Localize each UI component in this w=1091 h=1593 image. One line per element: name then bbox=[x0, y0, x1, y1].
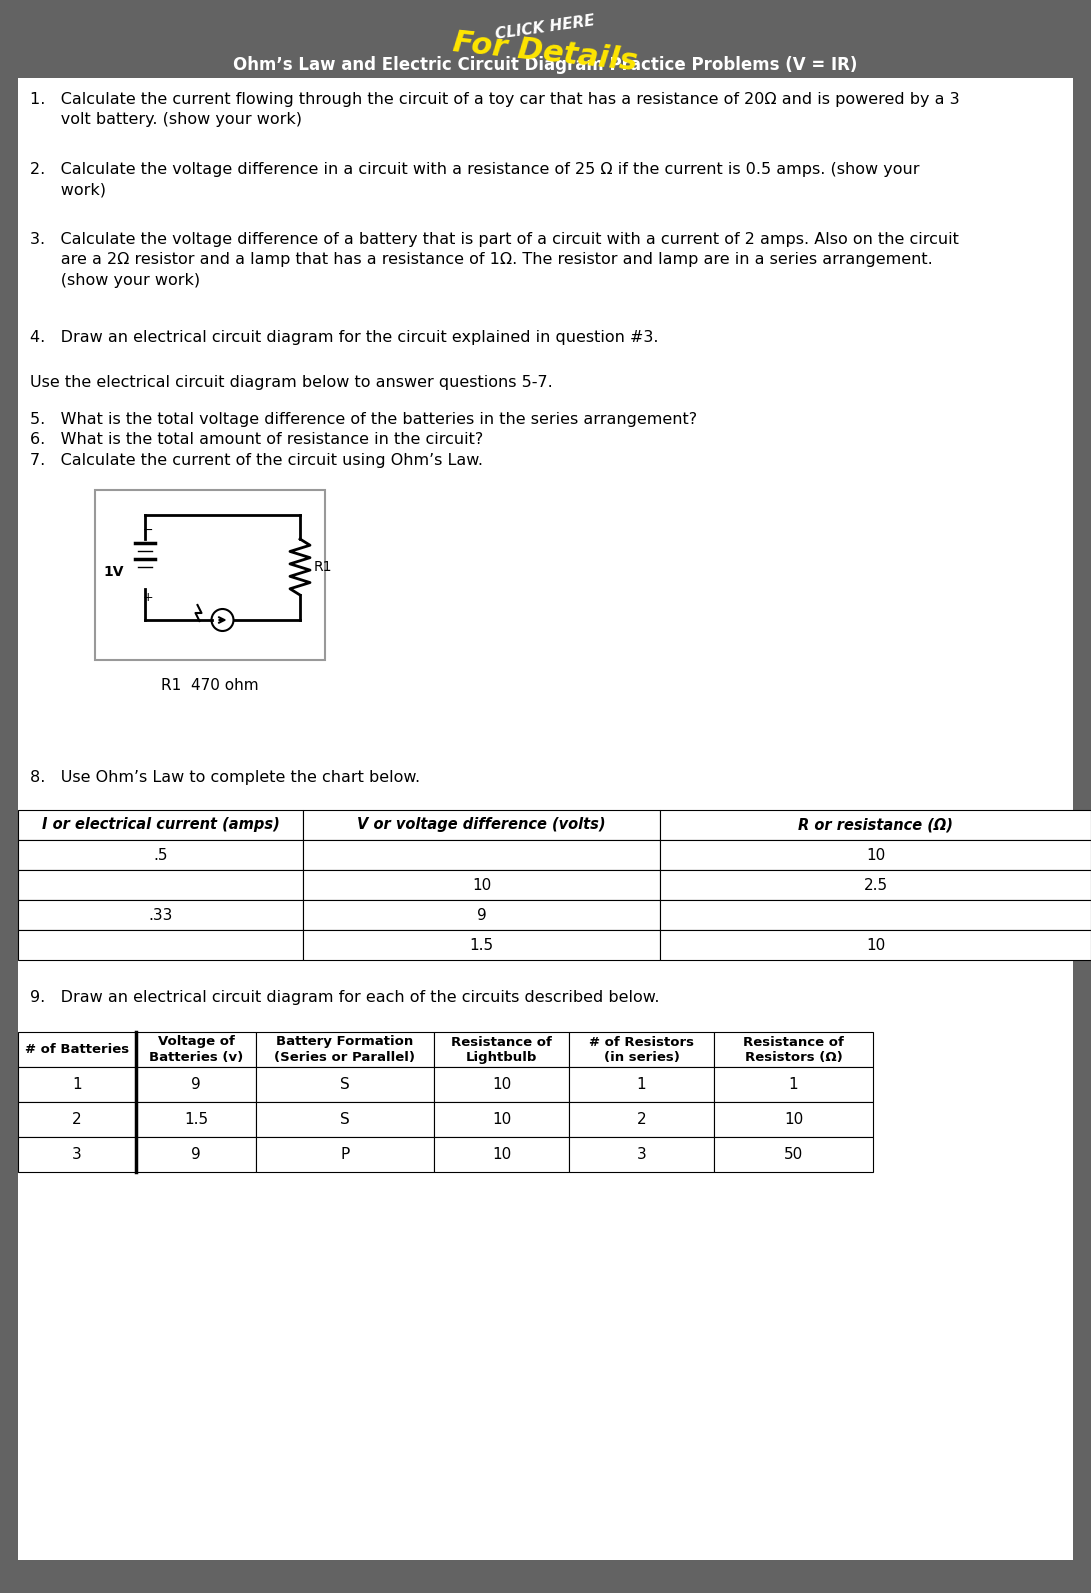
Bar bbox=[660, 840, 1091, 870]
Bar bbox=[660, 809, 1091, 840]
Text: 1.5: 1.5 bbox=[469, 938, 493, 953]
Bar bbox=[660, 930, 1091, 961]
Bar bbox=[256, 1032, 434, 1067]
Bar bbox=[256, 1067, 434, 1102]
Text: R1: R1 bbox=[314, 561, 333, 573]
Bar bbox=[136, 1137, 256, 1172]
Bar bbox=[714, 1102, 873, 1137]
Bar bbox=[303, 840, 660, 870]
Text: 10: 10 bbox=[492, 1147, 511, 1161]
Text: 1: 1 bbox=[637, 1077, 646, 1091]
Text: 2.5: 2.5 bbox=[863, 878, 888, 892]
Text: 1V: 1V bbox=[103, 566, 123, 578]
Text: 9: 9 bbox=[191, 1077, 201, 1091]
Bar bbox=[303, 900, 660, 930]
Bar bbox=[303, 930, 660, 961]
Text: P: P bbox=[340, 1147, 349, 1161]
Text: 10: 10 bbox=[472, 878, 491, 892]
Text: +: + bbox=[143, 591, 154, 604]
Text: For Details: For Details bbox=[452, 29, 638, 76]
Text: 10: 10 bbox=[866, 847, 885, 862]
Bar bbox=[17, 809, 303, 840]
Text: Resistance of
Resistors (Ω): Resistance of Resistors (Ω) bbox=[743, 1035, 844, 1064]
Text: S: S bbox=[340, 1112, 350, 1126]
Text: 9: 9 bbox=[191, 1147, 201, 1161]
Text: 3.   Calculate the voltage difference of a battery that is part of a circuit wit: 3. Calculate the voltage difference of a… bbox=[29, 233, 959, 288]
Bar bbox=[303, 809, 660, 840]
Text: S: S bbox=[340, 1077, 350, 1091]
Text: 2: 2 bbox=[637, 1112, 646, 1126]
Text: 1.5: 1.5 bbox=[184, 1112, 208, 1126]
Text: R1  470 ohm: R1 470 ohm bbox=[161, 679, 259, 693]
Text: 9.   Draw an electrical circuit diagram for each of the circuits described below: 9. Draw an electrical circuit diagram fo… bbox=[29, 989, 659, 1005]
Bar bbox=[136, 1067, 256, 1102]
Text: 2: 2 bbox=[72, 1112, 82, 1126]
Bar bbox=[95, 491, 325, 660]
Bar bbox=[434, 1102, 570, 1137]
Text: 4.   Draw an electrical circuit diagram for the circuit explained in question #3: 4. Draw an electrical circuit diagram fo… bbox=[29, 330, 659, 346]
Bar bbox=[714, 1032, 873, 1067]
Bar bbox=[714, 1067, 873, 1102]
Bar bbox=[434, 1067, 570, 1102]
Bar bbox=[17, 1067, 136, 1102]
Bar bbox=[570, 1067, 714, 1102]
Text: Ohm’s Law and Electric Circuit Diagram Practice Problems (V = IR): Ohm’s Law and Electric Circuit Diagram P… bbox=[232, 56, 858, 73]
Bar bbox=[17, 1102, 136, 1137]
Text: 5.   What is the total voltage difference of the batteries in the series arrange: 5. What is the total voltage difference … bbox=[29, 413, 697, 468]
Text: 3: 3 bbox=[72, 1147, 82, 1161]
Text: I or electrical current (amps): I or electrical current (amps) bbox=[41, 817, 279, 833]
Text: # of Batteries: # of Batteries bbox=[25, 1043, 129, 1056]
Text: R or resistance (Ω): R or resistance (Ω) bbox=[798, 817, 952, 833]
Text: 2.   Calculate the voltage difference in a circuit with a resistance of 25 Ω if : 2. Calculate the voltage difference in a… bbox=[29, 162, 920, 198]
Bar bbox=[714, 1137, 873, 1172]
Bar bbox=[17, 900, 303, 930]
Bar bbox=[17, 1137, 136, 1172]
Text: 1: 1 bbox=[789, 1077, 799, 1091]
Text: 10: 10 bbox=[492, 1077, 511, 1091]
Bar bbox=[570, 1032, 714, 1067]
Text: Resistance of
Lightbulb: Resistance of Lightbulb bbox=[451, 1035, 552, 1064]
Text: V or voltage difference (volts): V or voltage difference (volts) bbox=[357, 817, 606, 833]
Bar bbox=[17, 840, 303, 870]
Text: Use the electrical circuit diagram below to answer questions 5-7.: Use the electrical circuit diagram below… bbox=[29, 374, 553, 390]
Bar bbox=[17, 870, 303, 900]
Text: 10: 10 bbox=[783, 1112, 803, 1126]
Bar bbox=[17, 1032, 136, 1067]
Text: .33: .33 bbox=[148, 908, 172, 922]
Bar bbox=[256, 1102, 434, 1137]
Text: CLICK HERE: CLICK HERE bbox=[494, 14, 596, 43]
Bar bbox=[0, 0, 1091, 78]
Bar bbox=[136, 1032, 256, 1067]
Bar bbox=[303, 870, 660, 900]
Text: −: − bbox=[143, 524, 153, 537]
Text: 10: 10 bbox=[492, 1112, 511, 1126]
Bar bbox=[660, 870, 1091, 900]
Text: 8.   Use Ohm’s Law to complete the chart below.: 8. Use Ohm’s Law to complete the chart b… bbox=[29, 769, 420, 785]
Text: 1: 1 bbox=[72, 1077, 82, 1091]
Bar bbox=[434, 1032, 570, 1067]
Bar bbox=[17, 930, 303, 961]
Bar bbox=[136, 1102, 256, 1137]
Text: 1.   Calculate the current flowing through the circuit of a toy car that has a r: 1. Calculate the current flowing through… bbox=[29, 92, 960, 127]
Bar bbox=[570, 1137, 714, 1172]
Bar bbox=[570, 1102, 714, 1137]
Bar bbox=[434, 1137, 570, 1172]
Text: 50: 50 bbox=[783, 1147, 803, 1161]
Bar bbox=[660, 900, 1091, 930]
Text: Battery Formation
(Series or Parallel): Battery Formation (Series or Parallel) bbox=[275, 1035, 416, 1064]
Text: # of Resistors
(in series): # of Resistors (in series) bbox=[589, 1035, 694, 1064]
Text: 3: 3 bbox=[637, 1147, 646, 1161]
Text: 9: 9 bbox=[477, 908, 487, 922]
Bar bbox=[256, 1137, 434, 1172]
Text: Voltage of
Batteries (v): Voltage of Batteries (v) bbox=[148, 1035, 243, 1064]
Text: .5: .5 bbox=[153, 847, 168, 862]
Text: 10: 10 bbox=[866, 938, 885, 953]
